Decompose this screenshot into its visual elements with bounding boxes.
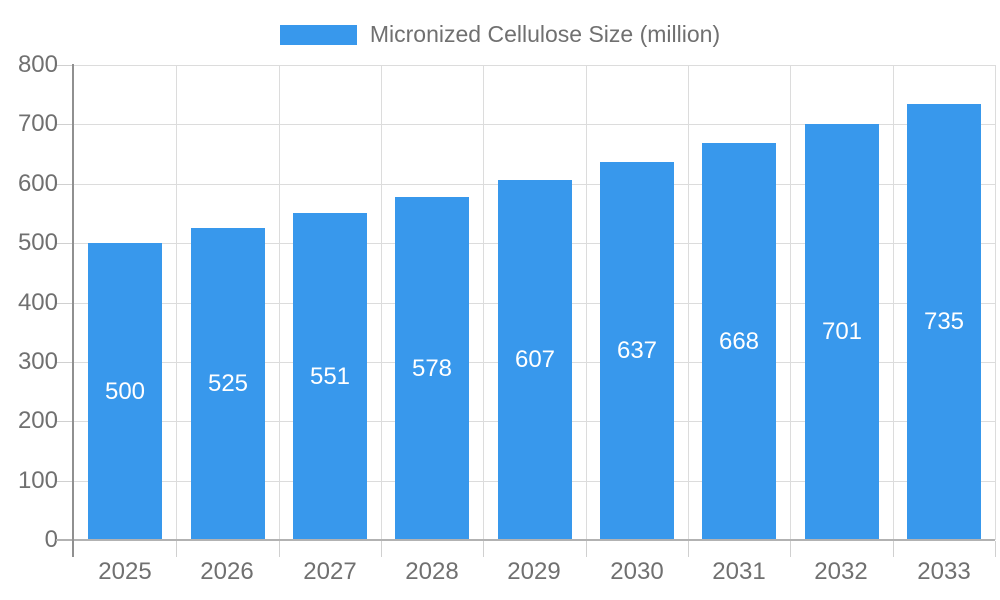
x-axis-label: 2026 bbox=[200, 558, 254, 585]
v-gridline bbox=[586, 65, 587, 540]
legend-item[interactable]: Micronized Cellulose Size (million) bbox=[0, 21, 1000, 48]
bar[interactable]: 500 bbox=[88, 243, 162, 540]
bar-value-label: 735 bbox=[923, 308, 965, 335]
y-axis-label: 100 bbox=[17, 467, 58, 494]
y-axis-tick bbox=[56, 243, 74, 244]
x-axis-tick bbox=[586, 541, 587, 557]
x-axis-tick bbox=[483, 541, 484, 557]
x-axis-tick bbox=[381, 541, 382, 557]
bar-value-label: 551 bbox=[309, 362, 351, 390]
v-gridline bbox=[790, 65, 791, 540]
y-axis-tick bbox=[56, 481, 74, 482]
y-axis-label: 500 bbox=[17, 229, 58, 256]
v-gridline bbox=[176, 65, 177, 540]
y-axis-tick bbox=[56, 65, 74, 66]
bar-value-label: 637 bbox=[616, 337, 658, 364]
x-axis-tick bbox=[790, 541, 791, 557]
bar[interactable]: 701 bbox=[805, 124, 879, 540]
x-axis-tick bbox=[279, 541, 280, 557]
bar[interactable]: 637 bbox=[600, 162, 674, 540]
bar[interactable]: 668 bbox=[702, 143, 776, 540]
v-gridline bbox=[688, 65, 689, 540]
x-axis-label: 2030 bbox=[610, 558, 664, 585]
legend-swatch bbox=[279, 24, 357, 45]
y-axis-tick bbox=[56, 184, 74, 185]
y-axis-label: 800 bbox=[17, 51, 58, 78]
bar[interactable]: 551 bbox=[293, 213, 367, 540]
y-axis-label: 600 bbox=[17, 170, 58, 197]
x-axis-tick bbox=[176, 541, 177, 557]
y-axis-line bbox=[72, 64, 74, 557]
bar-value-label: 668 bbox=[718, 327, 760, 355]
v-gridline bbox=[483, 65, 484, 540]
v-gridline bbox=[279, 65, 280, 540]
x-axis-label: 2029 bbox=[507, 558, 561, 585]
bar-value-label: 525 bbox=[207, 370, 249, 397]
bar-value-label: 500 bbox=[104, 377, 146, 405]
x-axis-label: 2028 bbox=[405, 558, 459, 585]
x-axis-label: 2032 bbox=[814, 558, 868, 585]
x-axis-label: 2025 bbox=[98, 558, 152, 585]
h-gridline bbox=[74, 124, 995, 125]
y-axis-tick bbox=[56, 421, 74, 422]
bar[interactable]: 607 bbox=[498, 180, 572, 540]
y-axis-tick bbox=[56, 362, 74, 363]
y-axis-label: 700 bbox=[17, 110, 58, 137]
x-axis-label: 2031 bbox=[712, 558, 766, 585]
y-axis-tick bbox=[56, 303, 74, 304]
x-axis-label: 2033 bbox=[917, 558, 971, 585]
legend-label: Micronized Cellulose Size (million) bbox=[369, 21, 721, 47]
y-axis-label: 400 bbox=[17, 289, 58, 316]
bar-value-label: 578 bbox=[411, 354, 453, 382]
y-axis-label: 200 bbox=[17, 407, 58, 434]
bar[interactable]: 735 bbox=[907, 104, 981, 540]
y-axis-label: 0 bbox=[44, 526, 58, 553]
bar[interactable]: 578 bbox=[395, 197, 469, 540]
x-axis-tick bbox=[995, 541, 996, 557]
bar-value-label: 607 bbox=[514, 346, 556, 373]
y-axis-tick bbox=[56, 124, 74, 125]
v-gridline bbox=[995, 65, 996, 540]
bar-value-label: 701 bbox=[821, 318, 863, 345]
x-axis-line bbox=[56, 539, 995, 541]
bar[interactable]: 525 bbox=[191, 228, 265, 540]
x-axis-label: 2027 bbox=[303, 558, 357, 585]
v-gridline bbox=[893, 65, 894, 540]
h-gridline bbox=[74, 65, 995, 66]
v-gridline bbox=[381, 65, 382, 540]
x-axis-tick bbox=[688, 541, 689, 557]
x-axis-tick bbox=[893, 541, 894, 557]
y-axis-label: 300 bbox=[17, 348, 58, 375]
